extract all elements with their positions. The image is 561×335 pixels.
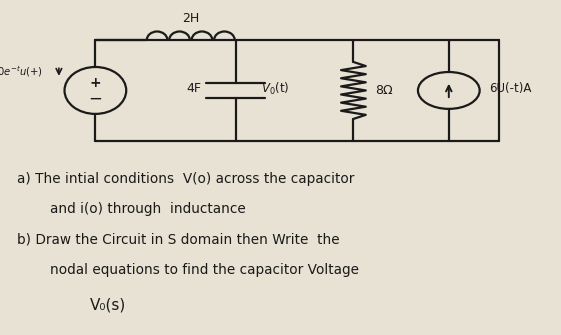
Text: V₀(s): V₀(s) <box>90 297 126 312</box>
Text: −: − <box>89 90 102 108</box>
Text: $20e^{-t}u(+)$: $20e^{-t}u(+)$ <box>0 65 43 79</box>
Text: and i(o) through  inductance: and i(o) through inductance <box>50 202 246 216</box>
Text: 6U(-t)A: 6U(-t)A <box>489 82 532 95</box>
Text: +: + <box>90 76 101 90</box>
Text: nodal equations to find the capacitor Voltage: nodal equations to find the capacitor Vo… <box>50 263 360 277</box>
Text: 2H: 2H <box>182 12 199 25</box>
Text: 8Ω: 8Ω <box>375 84 393 97</box>
Text: 4F: 4F <box>186 82 201 95</box>
Text: b) Draw the Circuit in S domain then Write  the: b) Draw the Circuit in S domain then Wri… <box>17 232 339 247</box>
Text: $V_0$(t): $V_0$(t) <box>261 81 289 97</box>
Text: a) The intial conditions  V(o) across the capacitor: a) The intial conditions V(o) across the… <box>17 172 354 186</box>
